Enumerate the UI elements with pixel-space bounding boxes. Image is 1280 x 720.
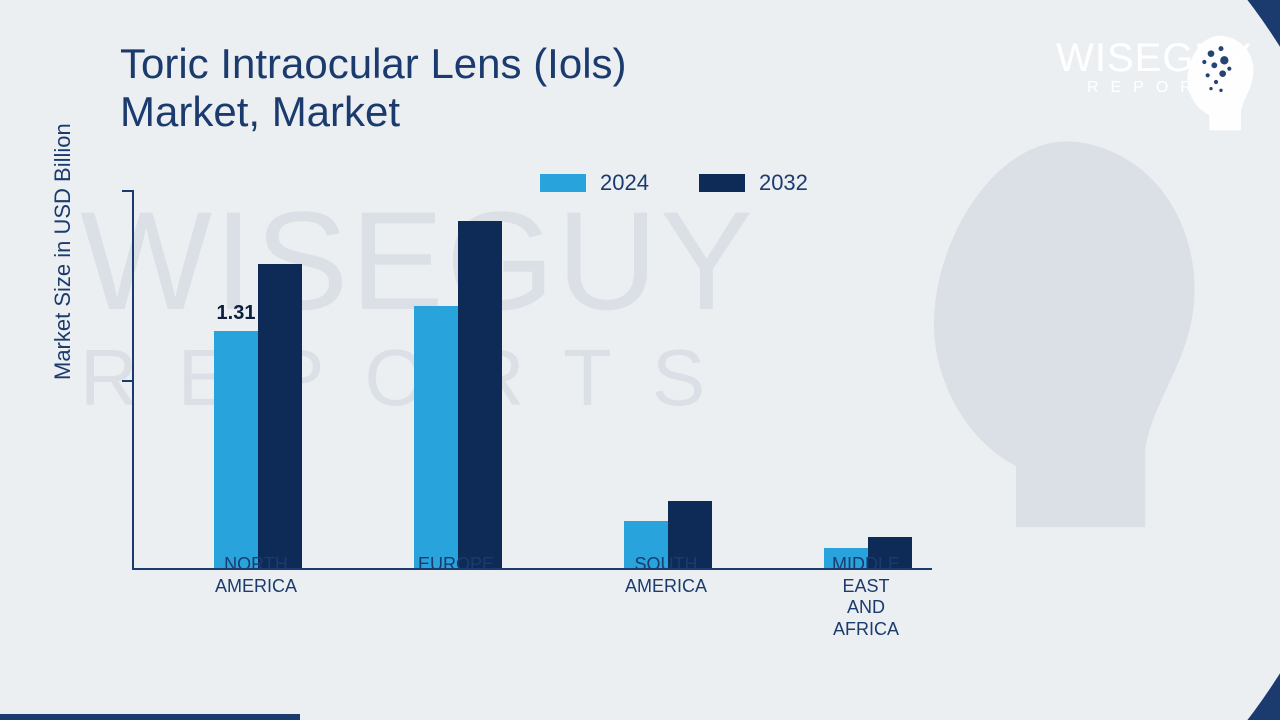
bar bbox=[458, 221, 502, 568]
bar-value-label: 1.31 bbox=[206, 302, 266, 325]
chart-title: Toric Intraocular Lens (Iols) Market, Ma… bbox=[120, 40, 740, 137]
category-label: MIDDLEEASTANDAFRICA bbox=[792, 554, 940, 640]
y-tick bbox=[122, 190, 132, 192]
brand-logo: WISEGUY REPORTS bbox=[992, 36, 1252, 97]
y-tick bbox=[122, 380, 132, 382]
plot-area: 1.31 bbox=[132, 190, 932, 570]
logo-head-icon bbox=[1174, 32, 1258, 132]
y-axis-label: Market Size in USD Billion bbox=[50, 123, 76, 380]
footer-accent bbox=[0, 714, 300, 720]
bar bbox=[214, 331, 258, 568]
category-label: EUROPE bbox=[382, 554, 530, 576]
category-label: SOUTHAMERICA bbox=[592, 554, 740, 597]
chart: Market Size in USD Billion 2024 2032 1.3… bbox=[70, 160, 940, 660]
bar bbox=[414, 306, 458, 568]
category-label: NORTHAMERICA bbox=[182, 554, 330, 597]
